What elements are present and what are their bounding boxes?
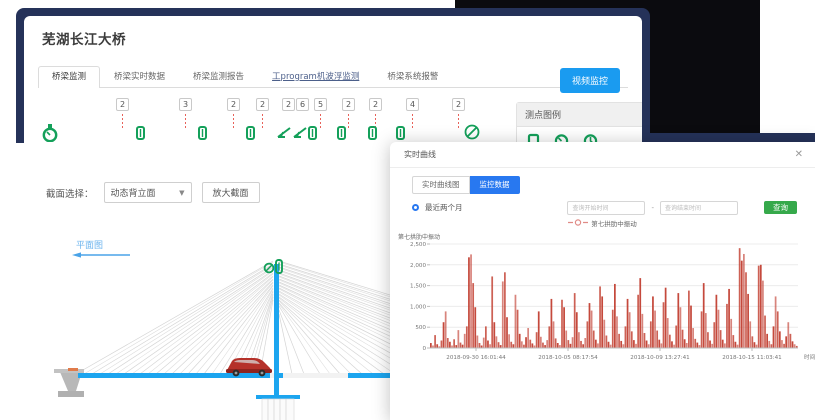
tab-bridge-monitoring[interactable]: 桥梁监测: [38, 65, 101, 88]
pylon-sensor-icon[interactable]: [263, 259, 283, 274]
bridge-pylon: [274, 264, 279, 396]
chart-legend[interactable]: 第七拱肋中振动: [390, 218, 815, 228]
leader-tick: [320, 114, 321, 128]
legend-marker-icon: [568, 219, 589, 226]
realtime-curve-dialog: 实时曲线 ✕ 实时曲线图 监控数据 最近两个月 查询开始时间 - 查询结束时间 …: [390, 142, 815, 420]
query-button[interactable]: 查询: [764, 200, 797, 215]
bridge-elevation-diagram: [54, 259, 642, 420]
sensor-badge[interactable]: 2: [452, 98, 465, 111]
recent-two-months-radio[interactable]: [412, 204, 419, 211]
svg-text:2018-10-09 13:27:41: 2018-10-09 13:27:41: [630, 355, 690, 361]
bridge-abutment: [54, 368, 84, 397]
crane-sensor-icon[interactable]: [292, 124, 310, 140]
video-surveillance-button[interactable]: 视频监控: [559, 68, 620, 93]
tab-realtime-data[interactable]: 桥梁实时数据: [114, 71, 166, 82]
svg-text:2,000: 2,000: [410, 262, 426, 268]
chart-legend-label: 第七拱肋中振动: [591, 219, 637, 228]
tab-construction-machine[interactable]: 工program机波浮监测: [272, 71, 360, 82]
page-title: 芜湖长江大桥: [42, 32, 126, 48]
plan-view-arrow-icon: [72, 252, 130, 258]
svg-text:2,500: 2,500: [410, 242, 426, 248]
no-entry-icon[interactable]: [464, 124, 480, 140]
date-range-separator: -: [651, 203, 654, 212]
dialog-filter-row: 最近两个月 查询开始时间 - 查询结束时间 查询: [390, 194, 815, 215]
leader-tick: [375, 114, 376, 128]
tab-system-alarm[interactable]: 桥梁系统报警: [387, 71, 439, 82]
vibration-chart: 第七拱肋中振动 0 500 1,000 1,500 2,000 2,500 2018-09-3…: [390, 228, 815, 378]
sensor-badge[interactable]: 3: [179, 98, 192, 111]
bolt-sensor-icon[interactable]: [337, 126, 346, 140]
svg-text:时间: 时间: [804, 353, 815, 361]
section-selector-bar: 截面选择： 动态背立面 ▼ 放大截面: [46, 182, 260, 203]
svg-text:2018-09-30 16:01:44: 2018-09-30 16:01:44: [446, 355, 506, 361]
sensor-badge[interactable]: 2: [227, 98, 240, 111]
dialog-title: 实时曲线: [404, 150, 436, 159]
tab-monitoring-report[interactable]: 桥梁监测报告: [193, 71, 245, 82]
sensor-marker-row: 2 3 2 2 2 6 5 2 2 4 2: [24, 98, 642, 150]
bridge-deck: [78, 373, 642, 378]
bolt-sensor-icon[interactable]: [396, 126, 405, 140]
dialog-tab-group: 实时曲线图 监控数据: [390, 168, 815, 194]
chevron-down-icon: ▼: [179, 188, 185, 197]
gauge-sensor-icon[interactable]: [42, 124, 58, 142]
leader-tick: [262, 114, 263, 128]
svg-text:2018-10-05 08:17:54: 2018-10-05 08:17:54: [538, 355, 598, 361]
bolt-sensor-icon[interactable]: [246, 126, 255, 140]
plan-view-label: 平面图: [76, 241, 104, 251]
section-select-value: 动态背立面: [110, 189, 156, 199]
bolt-sensor-icon[interactable]: [198, 126, 207, 140]
end-date-input[interactable]: 查询结束时间: [660, 200, 738, 215]
svg-text:第七拱肋中振动: 第七拱肋中振动: [398, 233, 440, 241]
sensor-badge[interactable]: 6: [296, 98, 309, 111]
dialog-header: 实时曲线 ✕: [390, 142, 815, 168]
svg-text:0: 0: [422, 346, 426, 352]
tab-realtime-curve-chart[interactable]: 实时曲线图: [412, 176, 470, 194]
sensor-badge[interactable]: 2: [369, 98, 382, 111]
enlarge-section-button[interactable]: 放大截面: [201, 182, 260, 203]
bolt-sensor-icon[interactable]: [136, 126, 145, 140]
tab-monitoring-data[interactable]: 监控数据: [469, 176, 520, 194]
crane-sensor-icon[interactable]: [276, 124, 294, 140]
close-icon[interactable]: ✕: [794, 148, 803, 160]
bolt-sensor-icon[interactable]: [308, 126, 317, 140]
recent-two-months-label: 最近两个月: [425, 203, 463, 212]
sensor-badge[interactable]: 2: [256, 98, 269, 111]
section-select-label: 截面选择：: [46, 188, 94, 200]
leader-tick: [185, 114, 186, 128]
leader-tick: [458, 114, 459, 128]
sensor-badge[interactable]: 2: [282, 98, 295, 111]
sensor-badge[interactable]: 2: [116, 98, 129, 111]
vehicle-icon: [226, 358, 272, 377]
sensor-badge[interactable]: 4: [406, 98, 419, 111]
main-tabs: 桥梁监测 桥梁实时数据 桥梁监测报告 工program机波浮监测 桥梁系统报警: [38, 62, 628, 88]
svg-text:2018-10-15 11:03:41: 2018-10-15 11:03:41: [722, 355, 782, 361]
leader-tick: [348, 114, 349, 128]
legend-card-title: 测点图例: [517, 103, 642, 127]
sensor-badge[interactable]: 2: [342, 98, 355, 111]
leader-tick: [233, 114, 234, 128]
svg-text:1,000: 1,000: [410, 304, 426, 310]
start-date-input[interactable]: 查询开始时间: [567, 200, 646, 215]
leader-tick: [412, 114, 413, 128]
section-select-dropdown[interactable]: 动态背立面 ▼: [103, 182, 192, 203]
svg-text:1,500: 1,500: [410, 283, 426, 289]
leader-tick: [122, 114, 123, 128]
svg-text:500: 500: [415, 325, 426, 331]
bolt-sensor-icon[interactable]: [368, 126, 377, 140]
sensor-badge[interactable]: 5: [314, 98, 327, 111]
app-header: 芜湖长江大桥: [24, 16, 642, 52]
